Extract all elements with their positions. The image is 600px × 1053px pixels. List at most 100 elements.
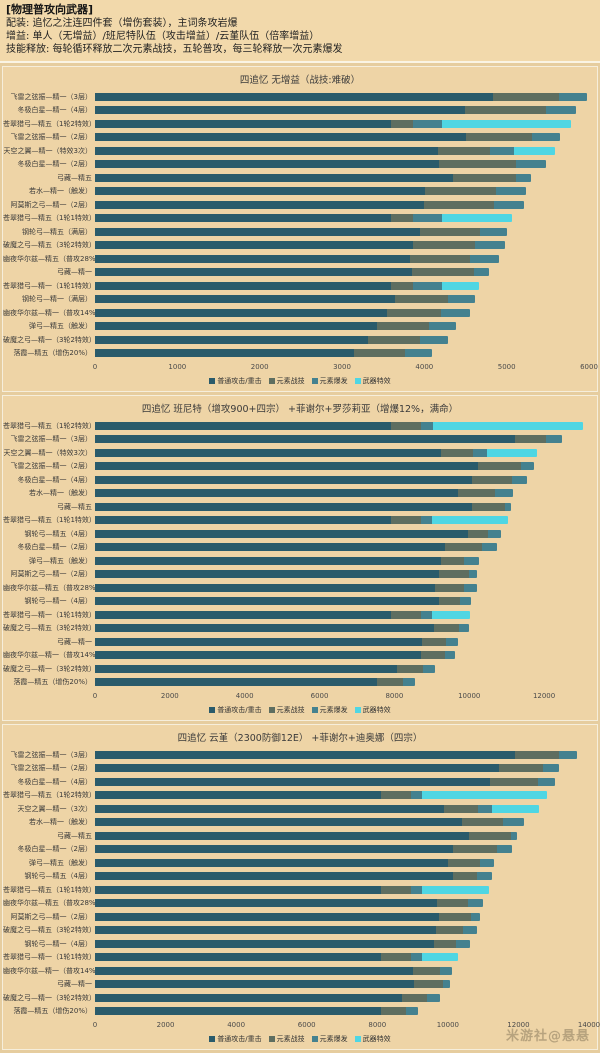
bar-segment-elemental-skill bbox=[468, 529, 488, 538]
bar-track bbox=[95, 529, 589, 538]
bar-row: 弹弓—精五（触发） bbox=[3, 856, 597, 870]
bar-segment-elemental-skill bbox=[412, 966, 441, 975]
bar-label: 飞雷之弦振—精一（2层） bbox=[10, 462, 92, 470]
legend: 普通攻击/重击 元素战技 元素爆发 武器特效 bbox=[3, 1031, 597, 1046]
bar-segment-normal-attack bbox=[95, 651, 421, 659]
bar-label: 钢轮弓—精五（满层） bbox=[22, 227, 92, 236]
legend-item-normal-attack: 普通攻击/重击 bbox=[209, 705, 262, 715]
bar-label: 幽夜华尔兹—精一（普攻14%） bbox=[3, 308, 95, 317]
bar-label: 若水—精一（触发） bbox=[29, 187, 92, 195]
bar-track bbox=[95, 173, 589, 182]
bar-track bbox=[95, 926, 589, 934]
axis-tick: 12000 bbox=[507, 1020, 530, 1029]
legend: 普通攻击/重击 元素战技 元素爆发 武器特效 bbox=[3, 373, 597, 388]
bar-label: 落霞—精五（增伤20%） bbox=[13, 349, 92, 357]
bar-label: 幽夜华尔兹—精五（普攻28%） bbox=[3, 899, 95, 907]
legend-label: 普通攻击/重击 bbox=[217, 376, 262, 385]
bar-segment-normal-attack bbox=[95, 92, 493, 101]
bar-row: 冬极白星—精一（4层） bbox=[3, 473, 597, 487]
axis-tick: 12000 bbox=[532, 691, 556, 700]
bar-segment-weapon-effect bbox=[441, 281, 480, 290]
bar-track bbox=[95, 777, 589, 786]
axis-tick: 0 bbox=[92, 1020, 98, 1029]
bar-label: 破魔之弓—精五（3轮2特效） bbox=[3, 926, 95, 934]
bar-row: 飞雷之弦振—精一（2层） bbox=[3, 130, 597, 144]
axis-tick: 4000 bbox=[415, 362, 434, 371]
bar-label: 弹弓—精五（触发） bbox=[29, 556, 92, 565]
legend-label: 武器特效 bbox=[362, 1034, 391, 1043]
bar-segment-elemental-skill bbox=[439, 160, 516, 168]
axis-tick: 0 bbox=[92, 691, 98, 700]
bar-segment-elemental-burst bbox=[427, 993, 441, 1002]
bar-segment-normal-attack bbox=[95, 845, 454, 853]
bar-label: 苍翠猎弓—精五（1轮2特效） bbox=[3, 791, 95, 799]
bar-track bbox=[95, 200, 589, 209]
bar-segment-normal-attack bbox=[95, 953, 381, 961]
bar-segment-elemental-skill bbox=[453, 173, 516, 182]
bar-segment-elemental-burst bbox=[494, 489, 514, 497]
bar-segment-elemental-burst bbox=[480, 227, 507, 236]
bar-segment-normal-attack bbox=[95, 899, 438, 907]
bar-segment-elemental-burst bbox=[420, 335, 448, 344]
bar-segment-normal-attack bbox=[95, 791, 381, 799]
bar-segment-elemental-burst bbox=[440, 308, 470, 317]
bar-segment-elemental-burst bbox=[490, 146, 515, 155]
bar-segment-elemental-skill bbox=[380, 791, 411, 799]
bar-segment-normal-attack bbox=[95, 872, 454, 880]
bar-label: 破魔之弓—精一（3轮2特效） bbox=[3, 664, 95, 673]
bar-row: 弓藏—精一 bbox=[3, 635, 597, 649]
bar-segment-normal-attack bbox=[95, 597, 440, 605]
bar-segment-normal-attack bbox=[95, 295, 395, 303]
legend-item-elemental-burst: 元素爆发 bbox=[311, 1034, 348, 1044]
bar-track bbox=[95, 187, 589, 195]
bar-row: 钢轮弓—精五（4层） bbox=[3, 527, 597, 541]
bar-label: 苍翠猎弓—精一（1轮1特效） bbox=[3, 281, 95, 290]
bar-segment-elemental-skill bbox=[478, 462, 522, 470]
legend-swatch-normal-attack bbox=[209, 1035, 216, 1042]
bar-segment-normal-attack bbox=[95, 750, 515, 759]
bar-label: 冬极白星—精一（4层） bbox=[17, 475, 92, 484]
bar-label: 冬极白星—精一（2层） bbox=[17, 845, 92, 853]
bar-segment-normal-attack bbox=[95, 818, 462, 826]
bar-label: 钢轮弓—精一（满层） bbox=[22, 295, 92, 303]
bar-row: 冬极白星—精一（4层） bbox=[3, 775, 597, 789]
bar-segment-weapon-effect bbox=[441, 119, 571, 128]
legend-label: 普通攻击/重击 bbox=[217, 705, 262, 714]
bar-segment-elemental-skill bbox=[411, 268, 474, 276]
bar-label: 飞雷之弦振—精一（3层） bbox=[10, 435, 92, 443]
bar-row: 苍翠猎弓—精五（1轮2特效） bbox=[3, 788, 597, 802]
bar-segment-elemental-skill bbox=[412, 241, 475, 249]
bar-track bbox=[95, 764, 589, 772]
bar-segment-elemental-burst bbox=[474, 241, 505, 249]
bar-segment-elemental-burst bbox=[412, 281, 442, 290]
bar-segment-elemental-skill bbox=[439, 912, 471, 921]
bar-segment-elemental-skill bbox=[453, 845, 497, 853]
bar-track bbox=[95, 475, 589, 484]
legend-swatch-elemental-burst bbox=[311, 1035, 318, 1042]
bar-segment-elemental-skill bbox=[461, 818, 504, 826]
bar-label: 若水—精一（触发） bbox=[29, 818, 92, 826]
bar-segment-elemental-burst bbox=[515, 160, 547, 168]
bar-segment-elemental-skill bbox=[457, 489, 495, 497]
bar-row: 若水—精一（触发） bbox=[3, 184, 597, 198]
bar-segment-elemental-burst bbox=[515, 173, 532, 182]
bar-segment-elemental-skill bbox=[390, 214, 413, 222]
legend-swatch-normal-attack bbox=[209, 706, 216, 713]
bar-segment-elemental-skill bbox=[434, 624, 459, 632]
bar-segment-normal-attack bbox=[95, 146, 438, 155]
bar-row: 飞雷之弦振—精一（3层） bbox=[3, 748, 597, 762]
bar-row: 天空之翼—精一（3次） bbox=[3, 802, 597, 816]
bar-row: 阿莫斯之弓—精一（2层） bbox=[3, 567, 597, 581]
bar-segment-elemental-burst bbox=[463, 583, 478, 592]
bar-track bbox=[95, 678, 589, 686]
bar-label: 弹弓—精五（触发） bbox=[29, 858, 92, 867]
bar-label: 飞雷之弦振—精一（2层） bbox=[10, 764, 92, 772]
bar-segment-elemental-skill bbox=[439, 597, 460, 605]
legend-label: 元素爆发 bbox=[319, 705, 348, 714]
bar-segment-normal-attack bbox=[95, 119, 391, 128]
bar-label: 钢轮弓—精一（4层） bbox=[24, 597, 92, 605]
axis-tick: 10000 bbox=[436, 1020, 459, 1029]
chart-title: 四追忆 云堇（2300防御12E） +菲谢尔+迪奥娜（四宗） bbox=[177, 732, 423, 744]
header-line-buff: 增益: 单人（无增益）/班尼特队伍（攻击增益）/云堇队伍（倍率增益） bbox=[6, 30, 320, 42]
legend-swatch-normal-attack bbox=[209, 377, 216, 384]
